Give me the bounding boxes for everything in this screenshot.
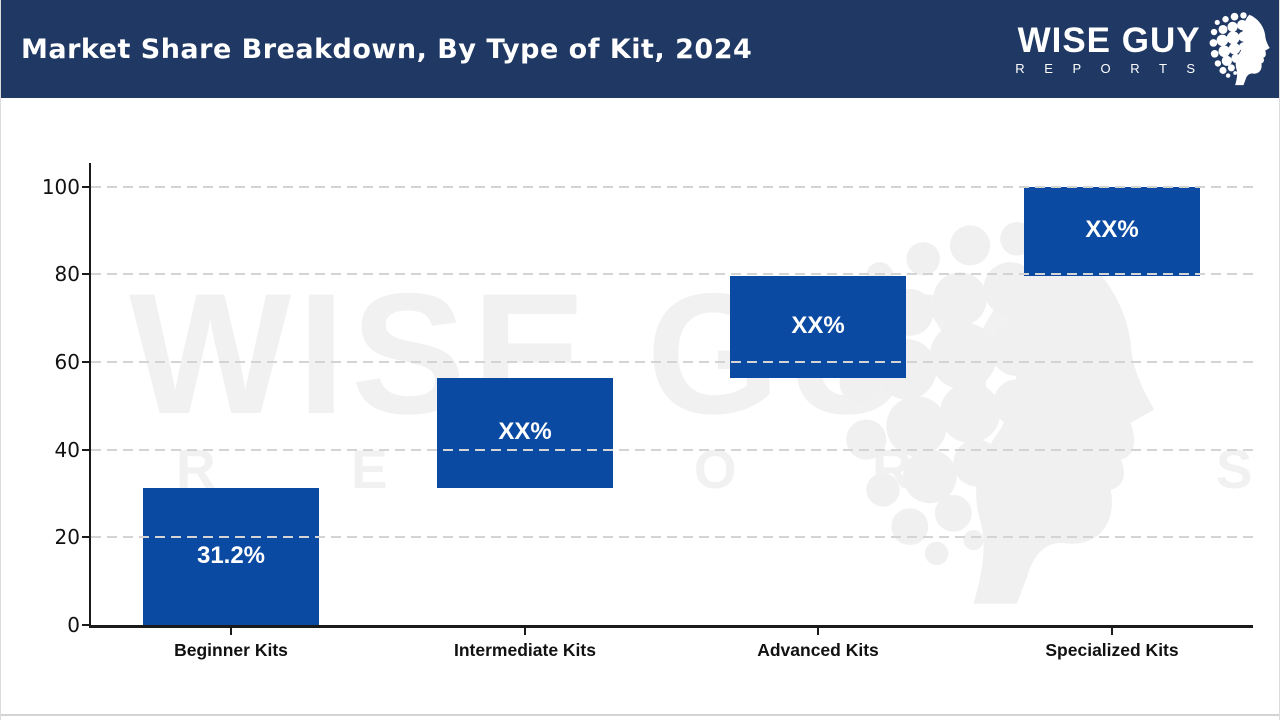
logo-text: WISE GUY R E P O R T S [1015,23,1203,76]
y-tick-label-60: 60 [54,349,80,374]
bar-value-label-2: XX% [791,312,845,340]
chart-title: Market Share Breakdown, By Type of Kit, … [21,33,753,65]
y-tick-60 [82,360,89,363]
wiseguy-logo: WISE GUY R E P O R T S [1015,8,1271,90]
x-tick-1 [524,628,526,635]
y-tick-20 [82,536,89,539]
x-category-label-1: Intermediate Kits [454,640,596,660]
y-tick-0 [82,624,89,626]
bar-value-label-1: XX% [498,418,552,446]
bar-0 [143,488,319,625]
y-tick-label-20: 20 [54,525,80,550]
x-tick-0 [230,628,232,635]
x-tick-3 [1111,628,1113,635]
x-category-label-3: Specialized Kits [1045,640,1179,660]
x-category-label-2: Advanced Kits [757,640,879,660]
wiseguy-head-icon [1209,12,1270,86]
logo-tagline: R E P O R T S [1015,60,1203,76]
x-tick-2 [817,628,819,635]
grid-line-20 [91,536,1253,539]
y-tick-100 [82,185,89,188]
x-category-label-0: Beginner Kits [174,640,288,660]
header-band: Market Share Breakdown, By Type of Kit, … [1,0,1279,98]
grid-line-80 [91,273,1253,276]
logo-name: WISE GUY [1017,20,1201,60]
bar-1 [437,378,613,489]
grid-line-100 [91,185,1253,188]
bottom-border-line [1,714,1279,716]
bar-value-label-3: XX% [1085,216,1139,244]
bar-value-label-0: 31.2% [196,541,266,569]
y-tick-label-80: 80 [54,262,80,287]
y-tick-label-0: 0 [67,613,80,637]
y-tick-40 [82,448,89,451]
bar-3 [1024,186,1200,276]
y-tick-label-100: 100 [41,174,80,199]
x-axis-line [89,625,1253,628]
y-tick-80 [82,273,89,276]
y-axis-line [89,163,91,628]
grid-line-40 [91,448,1253,451]
y-tick-label-40: 40 [54,437,80,462]
grid-line-60 [91,360,1253,363]
